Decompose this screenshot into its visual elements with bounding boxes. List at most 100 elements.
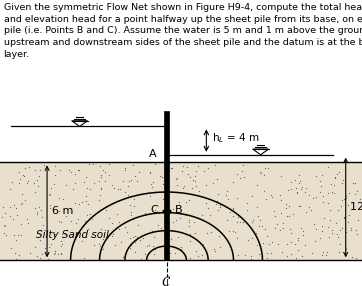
- Point: [189, 186, 195, 190]
- Point: [289, 231, 294, 236]
- Point: [352, 181, 358, 185]
- Text: $\mathcal{C}$: $\mathcal{C}$: [161, 275, 172, 286]
- Point: [278, 210, 284, 215]
- Point: [272, 226, 277, 231]
- Point: [126, 178, 132, 183]
- Point: [265, 255, 270, 260]
- Point: [180, 164, 186, 168]
- Point: [24, 181, 30, 186]
- Point: [205, 205, 211, 210]
- Point: [192, 174, 198, 178]
- Point: [98, 227, 104, 232]
- Text: 12 m: 12 m: [350, 202, 362, 212]
- Point: [231, 214, 236, 219]
- Point: [1, 223, 7, 227]
- Point: [296, 203, 302, 208]
- Point: [34, 254, 40, 258]
- Point: [195, 254, 201, 259]
- Point: [39, 215, 45, 219]
- Point: [227, 210, 233, 214]
- Point: [140, 236, 146, 241]
- Point: [214, 199, 220, 203]
- Point: [87, 212, 93, 217]
- Point: [285, 242, 290, 247]
- Point: [312, 239, 317, 243]
- Point: [274, 222, 280, 226]
- Point: [25, 221, 30, 225]
- Point: [328, 182, 334, 187]
- Point: [224, 218, 230, 222]
- Point: [164, 240, 169, 244]
- Point: [346, 190, 352, 195]
- Point: [199, 253, 205, 257]
- Point: [51, 252, 57, 257]
- Point: [288, 186, 294, 191]
- Point: [295, 235, 301, 240]
- Point: [213, 202, 219, 206]
- Point: [43, 229, 49, 233]
- Point: [237, 220, 243, 224]
- Point: [235, 172, 240, 176]
- Point: [18, 221, 24, 226]
- Point: [20, 172, 26, 177]
- Point: [68, 169, 74, 174]
- Point: [310, 196, 316, 200]
- Point: [92, 181, 97, 185]
- Point: [290, 211, 296, 216]
- Point: [254, 205, 260, 209]
- Point: [299, 254, 305, 258]
- Point: [86, 162, 92, 166]
- Point: [157, 173, 163, 178]
- Point: [227, 244, 233, 248]
- Point: [186, 220, 192, 224]
- Point: [354, 232, 359, 237]
- Point: [147, 194, 153, 199]
- Point: [338, 241, 344, 246]
- Point: [129, 210, 134, 214]
- Point: [109, 234, 115, 239]
- Point: [32, 206, 38, 210]
- Point: [264, 251, 270, 255]
- Point: [72, 180, 78, 185]
- Point: [317, 236, 323, 240]
- Point: [158, 225, 164, 230]
- Point: [306, 193, 312, 197]
- Point: [45, 257, 51, 261]
- Point: [14, 213, 20, 218]
- Point: [295, 248, 301, 253]
- Point: [113, 242, 118, 247]
- Polygon shape: [253, 149, 269, 155]
- Point: [335, 235, 341, 239]
- Point: [134, 179, 139, 184]
- Point: [22, 198, 28, 202]
- Point: [253, 231, 259, 235]
- Point: [118, 239, 123, 244]
- Point: [241, 175, 247, 180]
- Point: [325, 201, 331, 206]
- Point: [98, 187, 104, 192]
- Point: [56, 208, 62, 213]
- Point: [8, 205, 13, 210]
- Point: [205, 166, 211, 170]
- Point: [168, 237, 174, 241]
- Point: [188, 239, 193, 243]
- Point: [354, 255, 359, 260]
- Point: [272, 208, 277, 213]
- Point: [174, 182, 180, 187]
- Point: [41, 163, 47, 167]
- Point: [265, 166, 270, 170]
- Point: [48, 242, 54, 247]
- Point: [235, 215, 241, 220]
- Point: [320, 194, 326, 198]
- Point: [72, 172, 78, 176]
- Point: [114, 211, 119, 216]
- Point: [85, 226, 91, 231]
- Point: [125, 183, 131, 188]
- Point: [35, 184, 41, 189]
- Point: [338, 204, 344, 209]
- Point: [81, 180, 87, 184]
- Point: [187, 175, 193, 180]
- Point: [97, 243, 103, 248]
- Point: [268, 193, 274, 198]
- Point: [325, 190, 331, 195]
